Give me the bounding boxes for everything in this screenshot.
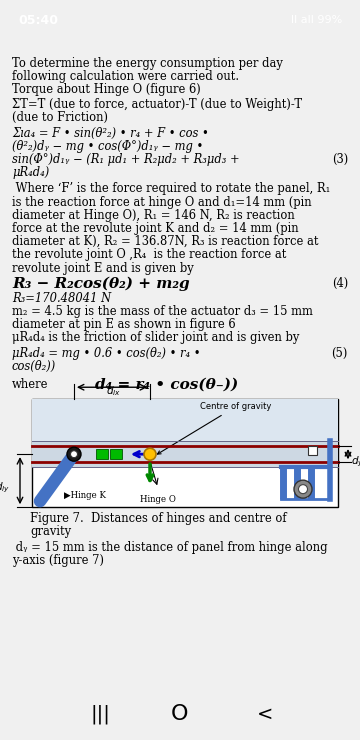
Bar — [308, 446, 317, 455]
Text: To determine the energy consumption per day: To determine the energy consumption per … — [12, 57, 283, 70]
Text: μR₄d₄): μR₄d₄) — [12, 166, 49, 179]
Text: y-axis (figure 7): y-axis (figure 7) — [12, 554, 104, 567]
Text: ΣT=T (due to force, actuator)-T (due to Weight)-T: ΣT=T (due to force, actuator)-T (due to … — [12, 98, 302, 111]
Text: (due to Friction): (due to Friction) — [12, 112, 108, 124]
Text: diameter at pin E as shown in figure 6: diameter at pin E as shown in figure 6 — [12, 318, 236, 332]
Bar — [32, 441, 338, 467]
Circle shape — [294, 480, 312, 498]
Bar — [32, 399, 338, 507]
Text: (4): (4) — [332, 277, 348, 290]
Text: cos(θ₂)): cos(θ₂)) — [12, 360, 56, 373]
Text: m₂ = 4.5 kg is the mass of the actuator d₃ = 15 mm: m₂ = 4.5 kg is the mass of the actuator … — [12, 305, 313, 318]
Text: |||: ||| — [90, 704, 110, 724]
Text: $d_{lx}$: $d_{lx}$ — [106, 384, 121, 398]
Text: Figure 7.  Distances of hinges and centre of: Figure 7. Distances of hinges and centre… — [30, 512, 287, 525]
Text: ll all 99%: ll all 99% — [291, 16, 342, 25]
Text: diameter at Hinge O), R₁ = 146 N, R₂ is reaction: diameter at Hinge O), R₁ = 146 N, R₂ is … — [12, 209, 295, 222]
Text: R₃ − R₂cos(θ₂) + m₂g: R₃ − R₂cos(θ₂) + m₂g — [12, 277, 190, 291]
Text: $d_y$: $d_y$ — [351, 454, 360, 468]
Text: Centre of gravity: Centre of gravity — [157, 403, 271, 454]
Text: force at the revolute joint K and d₂ = 14 mm (pin: force at the revolute joint K and d₂ = 1… — [12, 222, 299, 235]
Text: R₃=170.48041 N: R₃=170.48041 N — [12, 292, 111, 305]
Text: revolute joint E and is given by: revolute joint E and is given by — [12, 261, 194, 275]
Text: diameter at K), R₂ = 136.87N, R₃ is reaction force at: diameter at K), R₂ = 136.87N, R₃ is reac… — [12, 235, 319, 248]
Text: O: O — [171, 704, 189, 724]
Text: μR₄d₄ = mg • 0.6 • cos(θ₂) • r₄ •: μR₄d₄ = mg • 0.6 • cos(θ₂) • r₄ • — [12, 346, 201, 360]
Text: (5): (5) — [332, 346, 348, 360]
Circle shape — [67, 447, 81, 461]
Circle shape — [298, 485, 307, 494]
Text: sin(Φ°)d₁ᵧ − (R₁ μd₁ + R₂μd₂ + R₃μd₃ +: sin(Φ°)d₁ᵧ − (R₁ μd₁ + R₂μd₂ + R₃μd₃ + — [12, 153, 240, 166]
Text: where: where — [12, 378, 49, 391]
Text: Where ‘F’ is the force required to rotate the panel, R₁: Where ‘F’ is the force required to rotat… — [12, 182, 330, 195]
Text: Hinge O: Hinge O — [140, 495, 176, 504]
Circle shape — [144, 448, 156, 460]
Circle shape — [71, 451, 77, 457]
Bar — [110, 449, 122, 460]
Text: gravity: gravity — [30, 525, 71, 538]
Bar — [96, 449, 108, 460]
Text: Torque about Hinge O (figure 6): Torque about Hinge O (figure 6) — [12, 83, 201, 96]
Text: the revolute joint O ,R₄  is the reaction force at: the revolute joint O ,R₄ is the reaction… — [12, 249, 286, 261]
Text: dᵧ = 15 mm is the distance of panel from hinge along: dᵧ = 15 mm is the distance of panel from… — [12, 540, 328, 554]
Text: $d_{ly}$: $d_{ly}$ — [0, 481, 9, 495]
Text: <: < — [257, 704, 273, 724]
Bar — [32, 399, 338, 441]
Text: ▶Hinge K: ▶Hinge K — [64, 491, 106, 500]
Text: d₄ = r₄ • cos(θ₋)): d₄ = r₄ • cos(θ₋)) — [95, 378, 238, 392]
Text: is the reaction force at hinge O and d₁=14 mm (pin: is the reaction force at hinge O and d₁=… — [12, 195, 312, 209]
Text: μR₄d₄ is the friction of slider joint and is given by: μR₄d₄ is the friction of slider joint an… — [12, 332, 300, 345]
Text: (θ²₂)dᵧ − mg • cos(Φ°)d₁ᵧ − mg •: (θ²₂)dᵧ − mg • cos(Φ°)d₁ᵧ − mg • — [12, 140, 203, 153]
Text: (3): (3) — [332, 153, 348, 166]
Text: following calculation were carried out.: following calculation were carried out. — [12, 70, 239, 83]
Text: 05:40: 05:40 — [18, 14, 58, 27]
Text: Σıa₄ = F • sin(θ²₂) • r₄ + F • cos •: Σıa₄ = F • sin(θ²₂) • r₄ + F • cos • — [12, 127, 209, 140]
